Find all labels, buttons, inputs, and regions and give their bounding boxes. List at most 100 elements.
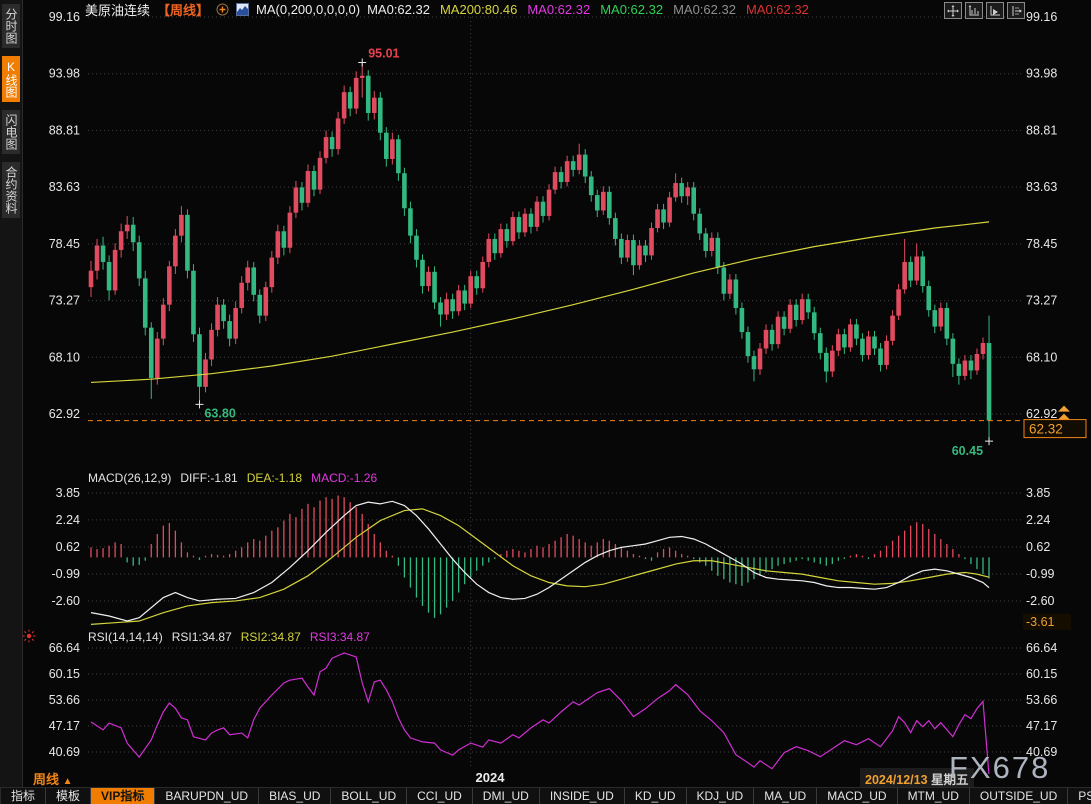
plus-circle-icon[interactable] (216, 3, 229, 16)
price-axis-tick-right: 68.10 (1026, 350, 1057, 364)
bottom-tab-macd[interactable]: MACD_UD (817, 788, 898, 804)
rsi2-value: RSI2:34.87 (240, 630, 301, 644)
fx678-watermark: FX678 (949, 750, 1051, 785)
date-value: 2024/12/13 (865, 773, 928, 787)
macd-axis-tick-left: 3.85 (56, 486, 80, 500)
bottom-tab-kdj[interactable]: KDJ_UD (687, 788, 755, 804)
macd-macd-value: MACD:-1.26 (311, 471, 378, 485)
period-tag[interactable]: 【周线】 (157, 2, 210, 18)
macd-axis-tick-left: 2.24 (56, 513, 80, 527)
rsi3-value: RSI3:34.87 (309, 630, 370, 644)
rsi-axis-tick-left: 53.66 (49, 693, 80, 707)
price-axis-tick-left: 88.81 (49, 123, 80, 137)
cursor-date-label: 2024/12/13 星期五 (860, 768, 974, 789)
price-axis-tick-right: 99.16 (1026, 10, 1057, 24)
period-selector-button[interactable]: 周线 ▲ (33, 769, 73, 788)
price-axis-tick-left: 99.16 (49, 10, 80, 24)
macd-title: MACD(26,12,9) (88, 471, 172, 485)
symbol-title: 美原油连续 (85, 2, 151, 18)
price-axis-tick-right: 62.92 (1026, 407, 1057, 421)
axis-play-icon[interactable] (986, 2, 1004, 19)
macd-layer (90, 495, 990, 625)
left-sidebar: 分时图 K线图 闪电图 合约资料 (0, 0, 23, 787)
price-axis-tick-right: 88.81 (1026, 123, 1057, 137)
indicator-tab-bar: 指标 模板 VIP指标 BARUPDN_UD BIAS_UD BOLL_UD CCI_UD D… (0, 787, 1091, 804)
ma-value-3: MA0:62.32 (600, 1, 664, 17)
rsi-axis-tick-left: 66.64 (49, 641, 80, 655)
high-price-annotation: 95.01 (368, 46, 399, 60)
macd-header: MACD(26,12,9) DIFF:-1.81 DEA:-1.18 MACD:… (88, 471, 377, 485)
annotations-layer: 95.01 63.80 60.45 (195, 46, 994, 458)
macd-axis-tick-left: -0.99 (52, 567, 81, 581)
last-price-value: 62.32 (1029, 422, 1063, 437)
diff-line (90, 500, 990, 622)
dea-line (90, 508, 990, 625)
rsi-axis-tick-left: 47.17 (49, 719, 80, 733)
bottom-tab-dmi[interactable]: DMI_UD (473, 788, 540, 804)
macd-axis-tick-left: -2.60 (52, 594, 81, 608)
chart-type-icon[interactable] (236, 2, 250, 16)
macd-diff-value: DIFF:-1.81 (180, 471, 238, 485)
rsi-axis-tick-right: 66.64 (1026, 641, 1057, 655)
rsi-layer (90, 652, 990, 774)
tabbar-corner (0, 788, 1, 804)
macd-axis-tick-right: 3.85 (1026, 486, 1050, 500)
crosshair-icon[interactable] (944, 2, 962, 19)
bottom-tab-psy[interactable]: PSY_UD (1068, 788, 1091, 804)
sidebar-item-time-chart[interactable]: 分时图 (2, 4, 20, 48)
chart-tools (944, 2, 1025, 19)
bottom-tab-mtm[interactable]: MTM_UD (898, 788, 970, 804)
bottom-tab-inside[interactable]: INSIDE_UD (540, 788, 625, 804)
axis-scale-icon[interactable] (965, 2, 983, 19)
macd-min-tick: -3.61 (1026, 615, 1055, 629)
sidebar-item-kline-chart[interactable]: K线图 (2, 56, 20, 102)
bottom-tab-cci[interactable]: CCI_UD (407, 788, 473, 804)
bottom-tab-ma[interactable]: MA_UD (754, 788, 818, 804)
period-selector-label: 周线 (33, 772, 60, 787)
rsi-axis-tick-left: 40.69 (49, 745, 80, 759)
price-axis-tick-right: 73.27 (1026, 294, 1057, 308)
rsi-axis-tick-right: 53.66 (1026, 693, 1057, 707)
pane-shift-icon[interactable] (1007, 2, 1025, 19)
bottom-status-row: 周线 ▲ 2024 2024/12/13 星期五 (0, 767, 1091, 789)
low-price-annotation-1: 63.80 (204, 406, 235, 420)
ma-value-5: MA0:62.32 (745, 1, 809, 17)
bottom-tab-templates[interactable]: 模板 (46, 788, 92, 804)
bottom-tab-barupdn[interactable]: BARUPDN_UD (155, 788, 260, 804)
rsi1-value: RSI1:34.87 (171, 630, 232, 644)
bottom-tab-bias[interactable]: BIAS_UD (259, 788, 332, 804)
ma-value-1: MA200:80.46 (439, 1, 518, 17)
sidebar-item-lightning-chart[interactable]: 闪电图 (2, 110, 20, 154)
rsi-line (90, 652, 990, 774)
rsi-axis-tick-right: 40.69 (1026, 745, 1057, 759)
bottom-tab-kd[interactable]: KD_UD (625, 788, 687, 804)
price-axis-tick-left: 68.10 (49, 350, 80, 364)
rsi-axis-tick-right: 47.17 (1026, 719, 1057, 733)
x-axis-year-label: 2024 (475, 770, 505, 785)
sidebar-item-contract-info[interactable]: 合约资料 (2, 162, 20, 218)
candles-layer (88, 62, 992, 442)
bottom-tab-vip-indicators[interactable]: VIP指标 (91, 788, 156, 804)
price-axis-tick-left: 83.63 (49, 180, 80, 194)
ma-formula: MA(0,200,0,0,0,0) (256, 1, 361, 17)
bottom-tab-outside[interactable]: OUTSIDE_UD (970, 788, 1069, 804)
grid-layer: 99.16 99.16 93.98 93.98 88.81 88.81 83.63 83.63… (49, 10, 1071, 759)
macd-axis-tick-right: 0.62 (1026, 540, 1050, 554)
price-axis-tick-left: 93.98 (49, 67, 80, 81)
bottom-tab-boll[interactable]: BOLL_UD (331, 788, 408, 804)
rsi-header: RSI(14,14,14) RSI1:34.87 RSI2:34.87 RSI3… (88, 630, 370, 644)
bottom-tab-indicators[interactable]: 指标 (1, 788, 47, 804)
macd-axis-tick-right: -2.60 (1026, 594, 1055, 608)
weekday-value: 星期五 (931, 773, 969, 787)
price-axis-tick-left: 78.45 (49, 237, 80, 251)
triangle-up-icon: ▲ (62, 776, 73, 787)
price-axis-tick-left: 62.92 (49, 407, 80, 421)
macd-axis-tick-right: -0.99 (1026, 567, 1055, 581)
ma-value-4: MA0:62.32 (673, 1, 736, 17)
price-axis-tick-right: 78.45 (1026, 237, 1057, 251)
price-axis-tick-left: 73.27 (49, 294, 80, 308)
macd-axis-tick-right: 2.24 (1026, 513, 1050, 527)
